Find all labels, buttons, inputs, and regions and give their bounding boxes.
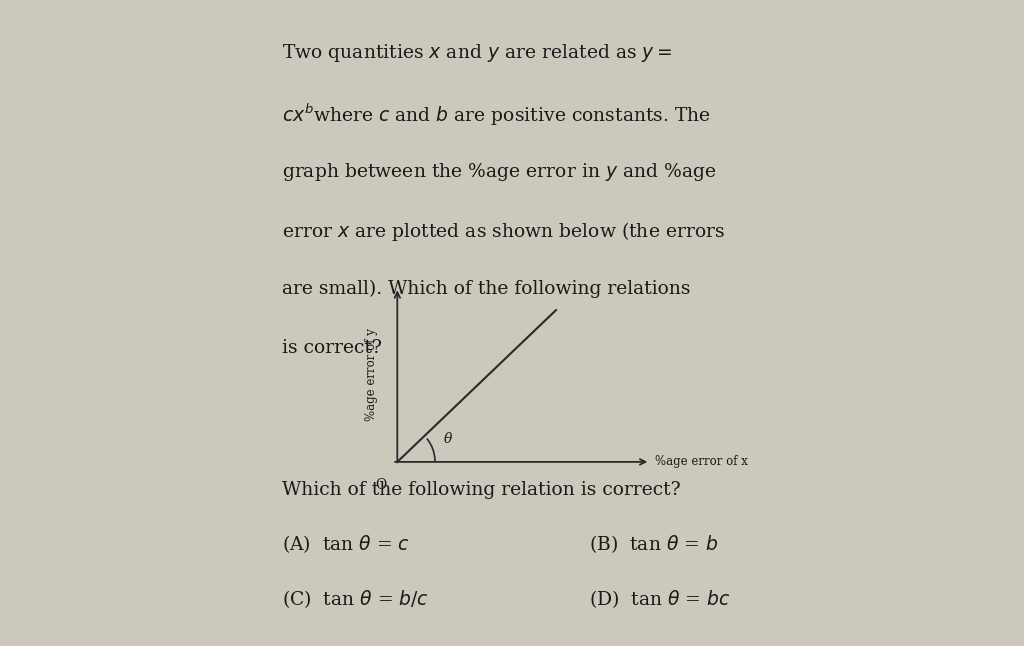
Text: (A)  tan $\theta$ = $c$: (A) tan $\theta$ = $c$ (282, 533, 410, 555)
Text: are small). Which of the following relations: are small). Which of the following relat… (282, 280, 690, 298)
Text: Two quantities $x$ and $y$ are related as $y=$: Two quantities $x$ and $y$ are related a… (282, 42, 672, 64)
Text: (D)  tan $\theta$ = $bc$: (D) tan $\theta$ = $bc$ (589, 588, 730, 610)
Text: (B)  tan $\theta$ = $b$: (B) tan $\theta$ = $b$ (589, 533, 718, 555)
Text: $cx^b$where $c$ and $b$ are positive constants. The: $cx^b$where $c$ and $b$ are positive con… (282, 101, 711, 128)
Text: error $x$ are plotted as shown below (the errors: error $x$ are plotted as shown below (th… (282, 220, 725, 244)
Text: O: O (375, 478, 386, 492)
Text: %age error of y: %age error of y (366, 328, 378, 421)
Text: θ: θ (443, 432, 452, 446)
Text: (C)  tan $\theta$ = $b/c$: (C) tan $\theta$ = $b/c$ (282, 588, 429, 610)
Text: %age error of x: %age error of x (655, 455, 749, 468)
Text: Which of the following relation is correct?: Which of the following relation is corre… (282, 481, 680, 499)
Text: graph between the %age error in $y$ and %age: graph between the %age error in $y$ and … (282, 161, 716, 183)
Text: is correct?: is correct? (282, 339, 382, 357)
